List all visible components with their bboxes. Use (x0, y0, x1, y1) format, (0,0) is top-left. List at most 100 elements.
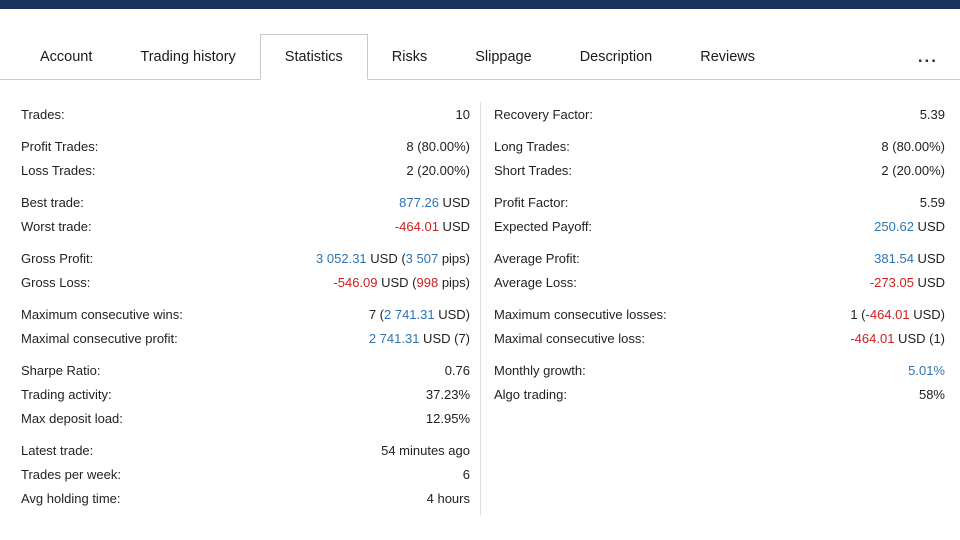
stat-value: 5.01% (908, 362, 945, 378)
stat-label: Average Profit: (494, 250, 580, 266)
stat-label: Avg holding time: (21, 490, 121, 506)
stat-row: Gross Profit: 3 052.31 USD (3 507 pips) (21, 246, 470, 270)
stat-row: Trading activity: 37.23% (21, 382, 470, 406)
stat-label: Loss Trades: (21, 162, 96, 178)
stat-row: Worst trade: -464.01 USD (21, 214, 470, 238)
tab-statistics[interactable]: Statistics (259, 34, 368, 80)
stat-row: Trades per week: 6 (21, 462, 470, 486)
stat-row: Loss Trades: 2 (20.00%) (21, 158, 470, 182)
stat-value: 54 minutes ago (381, 442, 470, 458)
stat-value: 877.26 USD (399, 194, 470, 210)
stat-group: Average Profit: 381.54 USD Average Loss: -2… (494, 246, 945, 294)
stat-label: Recovery Factor: (494, 106, 593, 122)
stat-value: 5.39 (919, 106, 945, 122)
stat-row: Expected Payoff: 250.62 USD (494, 214, 945, 238)
stat-row: Maximum consecutive losses: 1 (-464.01 US… (494, 302, 945, 326)
stat-label: Long Trades: (494, 138, 570, 154)
stat-label: Algo trading: (494, 386, 567, 402)
stat-group: Sharpe Ratio: 0.76 Trading activity: 37.23%… (21, 358, 470, 430)
stat-value: -273.05 USD (869, 274, 945, 290)
stat-row: Maximal consecutive loss: -464.01 USD (1) (494, 326, 945, 350)
stat-row: Algo trading: 58% (494, 382, 945, 406)
stat-value: 37.23% (425, 386, 470, 402)
stat-value: 2 (20.00%) (406, 162, 470, 178)
stat-label: Sharpe Ratio: (21, 362, 101, 378)
stat-label: Monthly growth: (494, 362, 586, 378)
stat-value: 2 (20.00%) (881, 162, 945, 178)
stat-group: Best trade: 877.26 USD Worst trade: -464.01… (21, 190, 470, 238)
stat-label: Best trade: (21, 194, 84, 210)
stat-group: Long Trades: 8 (80.00%) Short Trades: 2 (20… (494, 134, 945, 182)
stats-column-right: Recovery Factor: 5.39 Long Trades: 8 (80.00… (481, 102, 960, 516)
stat-value: 7 (2 741.31 USD) (368, 306, 470, 322)
stat-row: Profit Factor: 5.59 (494, 190, 945, 214)
stat-value: -546.09 USD (998 pips) (333, 274, 470, 290)
stat-value: 8 (80.00%) (881, 138, 945, 154)
stat-value: 8 (80.00%) (406, 138, 470, 154)
stat-label: Gross Profit: (21, 250, 94, 266)
stat-value: 10 (455, 106, 470, 122)
stat-value: 5.59 (919, 194, 945, 210)
stat-value: -464.01 USD (394, 218, 470, 234)
stat-row: Latest trade: 54 minutes ago (21, 438, 470, 462)
stat-label: Expected Payoff: (494, 218, 593, 234)
stat-value: 381.54 USD (874, 250, 945, 266)
stat-label: Maximal consecutive profit: (21, 330, 178, 346)
stat-row: Average Profit: 381.54 USD (494, 246, 945, 270)
tab-account[interactable]: Account (16, 34, 117, 79)
stat-value: -464.01 USD (1) (850, 330, 945, 346)
stat-group: Maximum consecutive losses: 1 (-464.01 US… (494, 302, 945, 350)
stat-row: Average Loss: -273.05 USD (494, 270, 945, 294)
stats-column-left: Trades: 10 Profit Trades: 8 (80.00%) Loss Tr… (0, 102, 481, 516)
stat-row: Best trade: 877.26 USD (21, 190, 470, 214)
stat-group: Maximum consecutive wins: 7 (2 741.31 USD… (21, 302, 470, 350)
stat-value: 4 hours (426, 490, 470, 506)
stat-label: Max deposit load: (21, 410, 123, 426)
stat-group: Profit Factor: 5.59 Expected Payoff: 250.62… (494, 190, 945, 238)
stat-label: Trades: (21, 106, 65, 122)
statistics-panel: Trades: 10 Profit Trades: 8 (80.00%) Loss Tr… (0, 80, 960, 516)
stat-label: Gross Loss: (21, 274, 91, 290)
stat-value: 1 (-464.01 USD) (850, 306, 945, 322)
stat-row: Profit Trades: 8 (80.00%) (21, 134, 470, 158)
tab-risks[interactable]: Risks (367, 34, 452, 79)
stat-row: Recovery Factor: 5.39 (494, 102, 945, 126)
tab-bar: Account Trading history Statistics Risks… (0, 34, 960, 80)
stat-value: 3 052.31 USD (3 507 pips) (316, 250, 470, 266)
stat-row: Trades: 10 (21, 102, 470, 126)
stat-group: Profit Trades: 8 (80.00%) Loss Trades: 2 (2… (21, 134, 470, 182)
stat-row: Sharpe Ratio: 0.76 (21, 358, 470, 382)
stat-value: 58% (918, 386, 945, 402)
more-tabs-button[interactable]: ... (895, 34, 960, 79)
stat-row: Maximal consecutive profit: 2 741.31 USD … (21, 326, 470, 350)
tab-trading-history[interactable]: Trading history (116, 34, 260, 79)
stat-label: Worst trade: (21, 218, 92, 234)
stat-value: 6 (462, 466, 470, 482)
stat-label: Profit Trades: (21, 138, 99, 154)
stat-row: Short Trades: 2 (20.00%) (494, 158, 945, 182)
stat-value: 12.95% (425, 410, 470, 426)
stat-group: Monthly growth: 5.01% Algo trading: 58% (494, 358, 945, 406)
stat-label: Trading activity: (21, 386, 112, 402)
stat-row: Max deposit load: 12.95% (21, 406, 470, 430)
stat-group: Recovery Factor: 5.39 (494, 102, 945, 126)
stat-label: Maximum consecutive wins: (21, 306, 183, 322)
stat-label: Average Loss: (494, 274, 577, 290)
stat-group: Latest trade: 54 minutes ago Trades per we… (21, 438, 470, 510)
stat-label: Short Trades: (494, 162, 573, 178)
stat-label: Profit Factor: (494, 194, 569, 210)
stat-label: Latest trade: (21, 442, 94, 458)
stat-row: Gross Loss: -546.09 USD (998 pips) (21, 270, 470, 294)
tab-description[interactable]: Description (555, 34, 677, 79)
stat-group: Gross Profit: 3 052.31 USD (3 507 pips) Gr… (21, 246, 470, 294)
stat-row: Monthly growth: 5.01% (494, 358, 945, 382)
tab-reviews[interactable]: Reviews (676, 34, 780, 79)
stat-group: Trades: 10 (21, 102, 470, 126)
stat-row: Maximum consecutive wins: 7 (2 741.31 USD… (21, 302, 470, 326)
stat-value: 250.62 USD (874, 218, 945, 234)
stat-label: Maximum consecutive losses: (494, 306, 667, 322)
stat-label: Trades per week: (21, 466, 121, 482)
stat-row: Avg holding time: 4 hours (21, 486, 470, 510)
stat-label: Maximal consecutive loss: (494, 330, 645, 346)
tab-slippage[interactable]: Slippage (451, 34, 556, 79)
